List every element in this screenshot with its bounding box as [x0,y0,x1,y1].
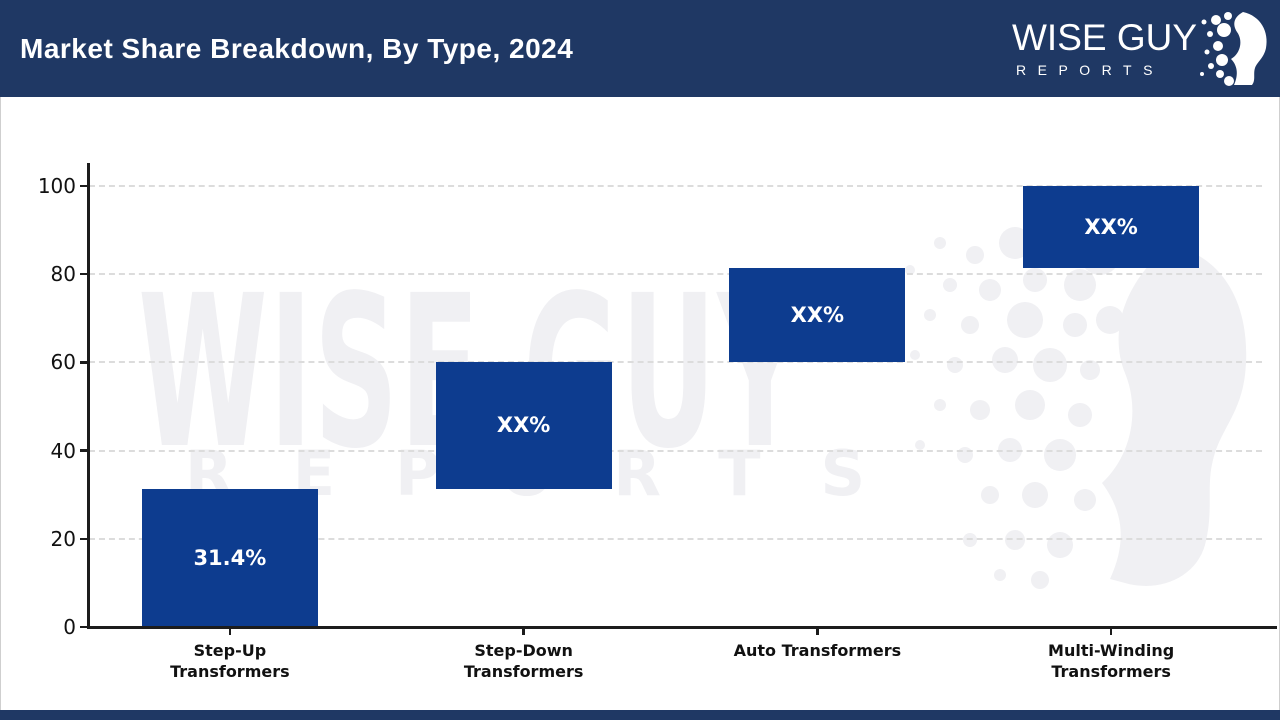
header-bar: Market Share Breakdown, By Type, 2024 WI… [0,0,1280,97]
y-tick-label-60: 60 [50,350,76,375]
footer-bar [0,710,1280,720]
y-tick-label-20: 20 [50,526,76,551]
logo-subtext: REPORTS [1016,62,1164,78]
bar-3 [1023,186,1200,269]
bar-2 [729,268,906,363]
y-tick-label-0: 0 [63,615,76,639]
x-axis-line [87,626,1277,629]
x-label-2: Auto Transformers [733,641,902,660]
logo-wordmark: WISE GUY [1012,17,1197,58]
y-tick-label-100: 100 [37,174,76,198]
gridline-100 [89,185,1262,187]
x-label-0: Step-Up Transformers [170,641,290,681]
bar-0 [141,488,318,627]
bar-label-0: 31.4% [193,545,267,570]
x-label-1: Step-Down Transformers [463,641,584,681]
y-tick-0 [80,625,88,629]
bar-label-3: XX% [1084,215,1138,239]
x-tick-3 [1109,628,1113,635]
y-tick-40 [80,449,88,452]
bar-label-1: XX% [496,413,551,438]
page-title: Market Share Breakdown, By Type, 2024 [20,32,574,64]
wise-guy-reports-logo: WISE GUY REPORTS [1012,12,1267,86]
gridline-20 [89,537,1262,540]
gridline-60 [89,361,1262,364]
y-axis-line [87,163,90,628]
bar-1 [435,362,612,489]
x-tick-1 [522,628,525,635]
x-tick-2 [816,628,819,635]
logo-head-icon [1200,12,1267,86]
x-tick-0 [228,628,232,635]
y-tick-label-40: 40 [50,438,76,463]
x-label-3: Multi-Winding Transformers [1048,641,1175,681]
y-tick-80 [80,272,88,276]
gridline-80 [89,273,1262,276]
gridline-40 [89,449,1262,452]
y-tick-100 [80,184,88,188]
bar-label-2: XX% [790,303,845,328]
y-tick-label-80: 80 [50,262,76,287]
y-tick-60 [80,361,88,364]
y-tick-20 [80,537,88,541]
